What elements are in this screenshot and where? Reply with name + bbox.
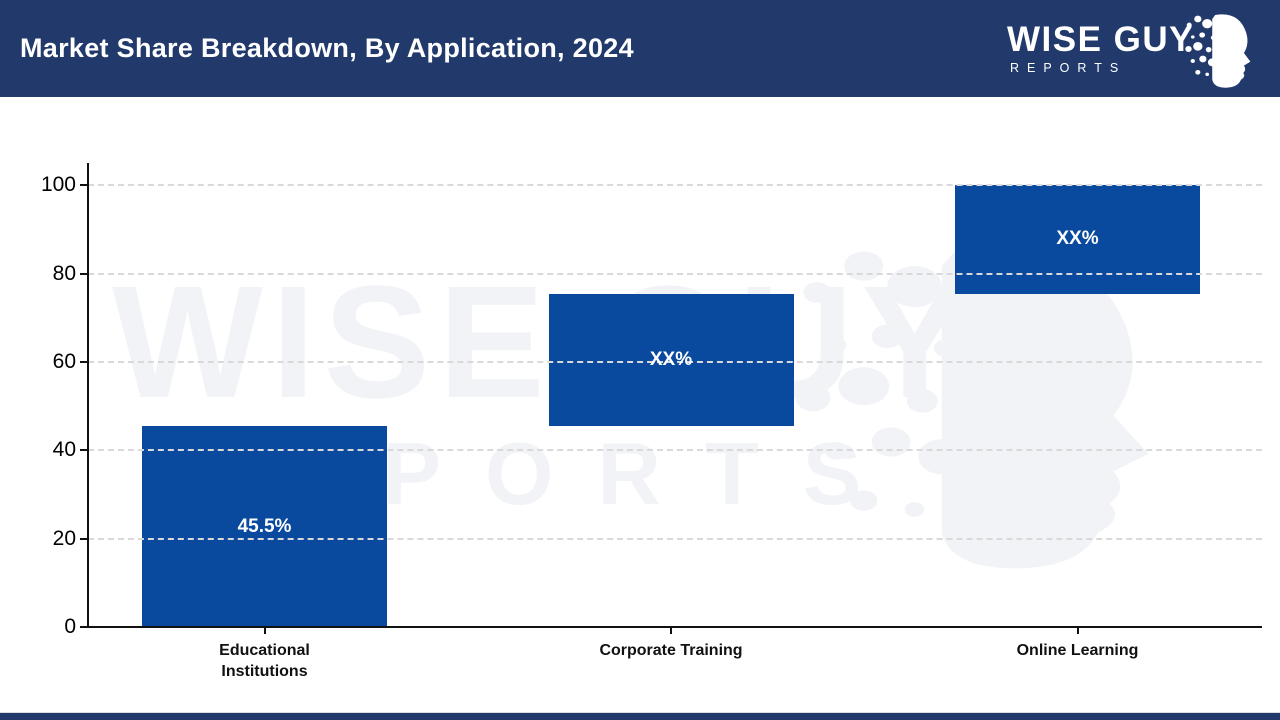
x-axis-tick — [263, 627, 266, 634]
y-axis-line — [87, 163, 89, 628]
gridline — [88, 272, 1262, 275]
y-axis-tick — [80, 449, 88, 452]
gridline — [88, 449, 1262, 452]
brand-logo-text: WISE GUY REPORTS — [1007, 22, 1194, 75]
gridline — [88, 360, 1262, 363]
page-title: Market Share Breakdown, By Application, … — [20, 33, 634, 63]
y-axis-tick-label: 60 — [52, 349, 76, 373]
gridline — [88, 184, 1262, 187]
x-axis-category-label: Corporate Training — [599, 642, 743, 659]
y-axis-tick — [80, 626, 88, 628]
y-axis-tick-label: 80 — [52, 261, 76, 285]
bar — [142, 426, 387, 627]
x-axis-line — [87, 626, 1262, 628]
gridline — [88, 537, 1262, 540]
x-axis-category-label: Educational Institutions — [219, 642, 310, 680]
x-axis-tick — [670, 627, 672, 634]
y-axis-tick-label: 0 — [64, 615, 76, 638]
footer-bar — [0, 713, 1280, 720]
x-axis-category-label: Online Learning — [1016, 642, 1139, 659]
logo-face-icon — [1185, 13, 1251, 88]
logo-wordmark: WISE GUY — [1006, 20, 1194, 59]
logo-subtext: REPORTS — [1009, 61, 1127, 75]
x-axis-tick — [1076, 627, 1079, 634]
y-axis-tick — [80, 272, 88, 275]
bar — [548, 293, 794, 427]
bar-value-label: XX% — [1056, 228, 1099, 250]
bar-value-label: 45.5% — [237, 515, 292, 537]
y-axis-tick-label: 100 — [40, 173, 76, 197]
y-axis-tick — [80, 360, 88, 363]
y-axis-tick-label: 40 — [52, 438, 76, 462]
y-axis-tick — [80, 184, 88, 187]
bar-value-label: XX% — [649, 348, 693, 370]
header: Market Share Breakdown, By Application, … — [0, 0, 1280, 97]
y-axis-tick-label: 20 — [52, 526, 76, 550]
brand-logo: WISE GUY REPORTS — [1007, 9, 1254, 89]
y-axis-tick — [80, 537, 88, 540]
footer-hairline — [0, 712, 1280, 713]
